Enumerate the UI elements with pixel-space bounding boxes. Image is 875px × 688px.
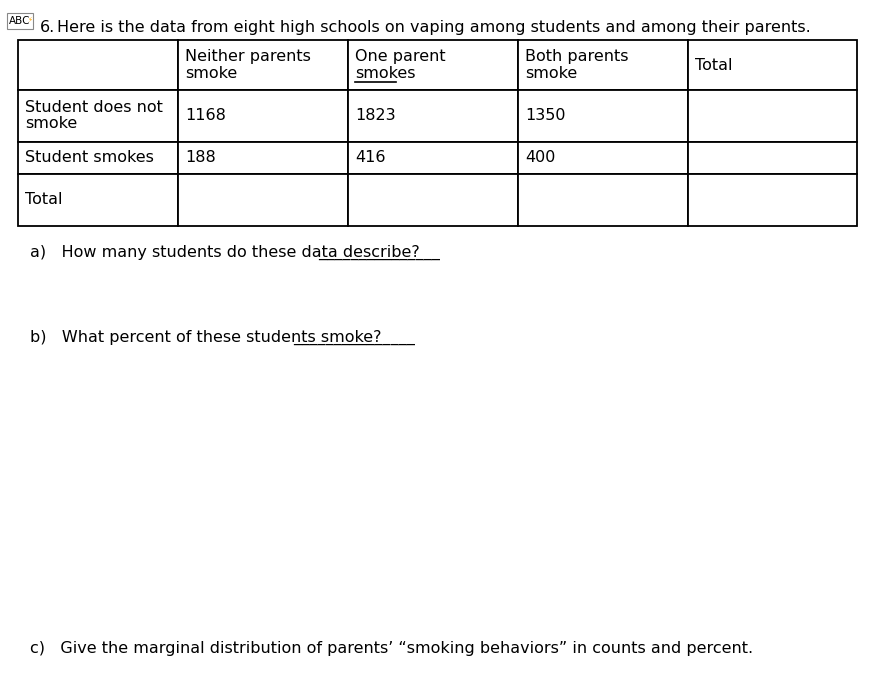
- Text: Neither parents: Neither parents: [185, 48, 311, 63]
- Bar: [518, 90, 688, 142]
- Text: 6.: 6.: [40, 20, 55, 35]
- Bar: [688, 142, 857, 174]
- Text: Student smokes: Student smokes: [25, 151, 154, 166]
- Bar: [688, 90, 857, 142]
- Bar: [18, 174, 178, 226]
- Bar: [688, 40, 857, 90]
- Text: ABC: ABC: [9, 16, 31, 26]
- Text: Here is the data from eight high schools on vaping among students and among thei: Here is the data from eight high schools…: [57, 20, 811, 35]
- Text: 400: 400: [525, 151, 556, 166]
- Text: smokes: smokes: [355, 67, 416, 81]
- Text: smoke: smoke: [525, 67, 578, 81]
- Text: Total: Total: [25, 193, 62, 208]
- Bar: [518, 40, 688, 90]
- Text: a)   How many students do these data describe?: a) How many students do these data descr…: [30, 245, 425, 260]
- Text: c)   Give the marginal distribution of parents’ “smoking behaviors” in counts an: c) Give the marginal distribution of par…: [30, 641, 753, 656]
- Bar: [348, 90, 518, 142]
- Text: smoke: smoke: [185, 67, 237, 81]
- Bar: [18, 142, 178, 174]
- Bar: [178, 90, 348, 142]
- Text: 1823: 1823: [355, 109, 396, 124]
- Bar: [348, 142, 518, 174]
- Bar: [688, 174, 857, 226]
- Bar: [518, 142, 688, 174]
- Bar: [518, 174, 688, 226]
- Text: Both parents: Both parents: [525, 48, 628, 63]
- Bar: [178, 40, 348, 90]
- Bar: [18, 40, 178, 90]
- FancyBboxPatch shape: [7, 13, 33, 29]
- Text: Total: Total: [695, 58, 732, 72]
- Text: b)   What percent of these students smoke?: b) What percent of these students smoke?: [30, 330, 387, 345]
- Text: 1168: 1168: [185, 109, 226, 124]
- Text: ⚡: ⚡: [27, 17, 32, 23]
- Bar: [348, 174, 518, 226]
- Text: One parent: One parent: [355, 48, 445, 63]
- Bar: [178, 142, 348, 174]
- Text: _______________: _______________: [318, 245, 440, 260]
- Text: 1350: 1350: [525, 109, 565, 124]
- Bar: [178, 174, 348, 226]
- Text: Student does not: Student does not: [25, 100, 163, 116]
- Bar: [348, 40, 518, 90]
- Text: _______________: _______________: [293, 330, 415, 345]
- Text: smoke: smoke: [25, 116, 77, 131]
- Text: 188: 188: [185, 151, 216, 166]
- Bar: [18, 90, 178, 142]
- Text: 416: 416: [355, 151, 386, 166]
